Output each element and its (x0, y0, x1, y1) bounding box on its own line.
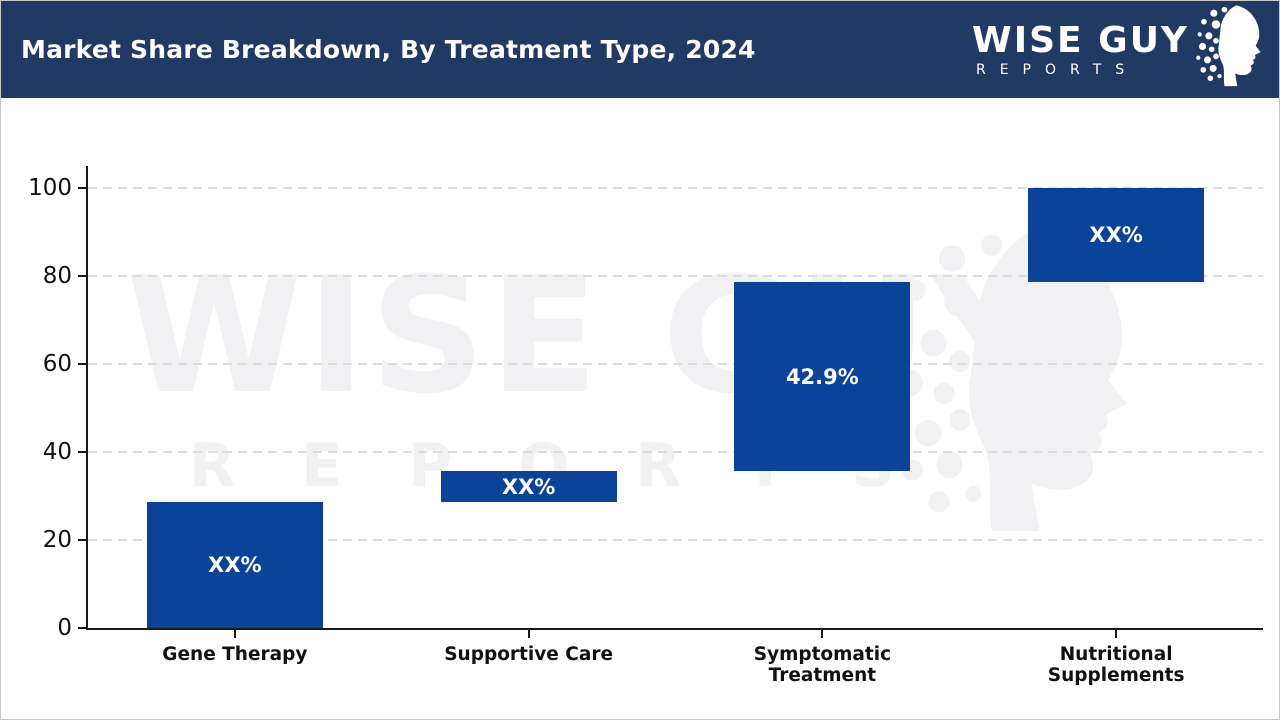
x-tick-label: Gene Therapy (162, 644, 308, 665)
y-tick-label: 100 (28, 175, 72, 201)
logo-subtext: REPORTS (975, 61, 1139, 78)
y-tick-label: 20 (42, 527, 72, 553)
y-tick-mark (78, 187, 86, 189)
x-tick-label: Supportive Care (444, 644, 614, 665)
y-tick-label: 40 (42, 439, 72, 465)
gridline (88, 187, 1263, 189)
bar-value-label: XX% (1089, 223, 1143, 248)
x-tick-mark (233, 630, 236, 638)
y-axis-line (86, 166, 88, 630)
logo-text: WISE GUY REPORTS (971, 19, 1189, 78)
bar-value-label: 42.9% (785, 364, 859, 389)
bar-segment (146, 502, 323, 628)
header: Market Share Breakdown, By Treatment Typ… (1, 1, 1279, 98)
x-tick-mark (821, 630, 824, 638)
bar-segment (440, 470, 617, 503)
y-tick-label: 80 (42, 263, 72, 289)
brand-logo: WISE GUY REPORTS (972, 4, 1265, 96)
y-tick-mark (78, 363, 86, 365)
x-tick-label: Symptomatic Treatment (753, 644, 892, 687)
gridline (88, 539, 1263, 541)
x-tick-mark (527, 630, 530, 638)
chart-area: WISE GUY REPORTS 0 20 40 60 80 100 XX% Gene The… (1, 98, 1279, 719)
y-tick-mark (78, 451, 86, 453)
x-tick-mark (1115, 630, 1118, 638)
gridline (88, 275, 1263, 277)
bar-value-label: XX% (501, 474, 556, 499)
x-tick-label: Nutritional Supplements (1047, 644, 1185, 687)
bar-segment (734, 282, 911, 471)
gridline (88, 451, 1263, 453)
gridline (88, 363, 1263, 365)
plot: 0 20 40 60 80 100 XX% Gene Therapy XX% Supportive… (1, 98, 1279, 719)
y-tick-label: 60 (42, 351, 72, 377)
y-tick-mark (78, 539, 86, 541)
y-tick-mark (78, 627, 86, 629)
logo-wordmark: WISE GUY (971, 19, 1189, 61)
bar-value-label: XX% (208, 553, 262, 578)
logo-head-icon (1196, 4, 1261, 86)
y-tick-mark (78, 275, 86, 277)
chart-title: Market Share Breakdown, By Treatment Typ… (21, 35, 756, 64)
bar-segment (1028, 188, 1205, 283)
y-tick-label: 0 (57, 615, 72, 641)
x-axis-line (86, 628, 1263, 630)
